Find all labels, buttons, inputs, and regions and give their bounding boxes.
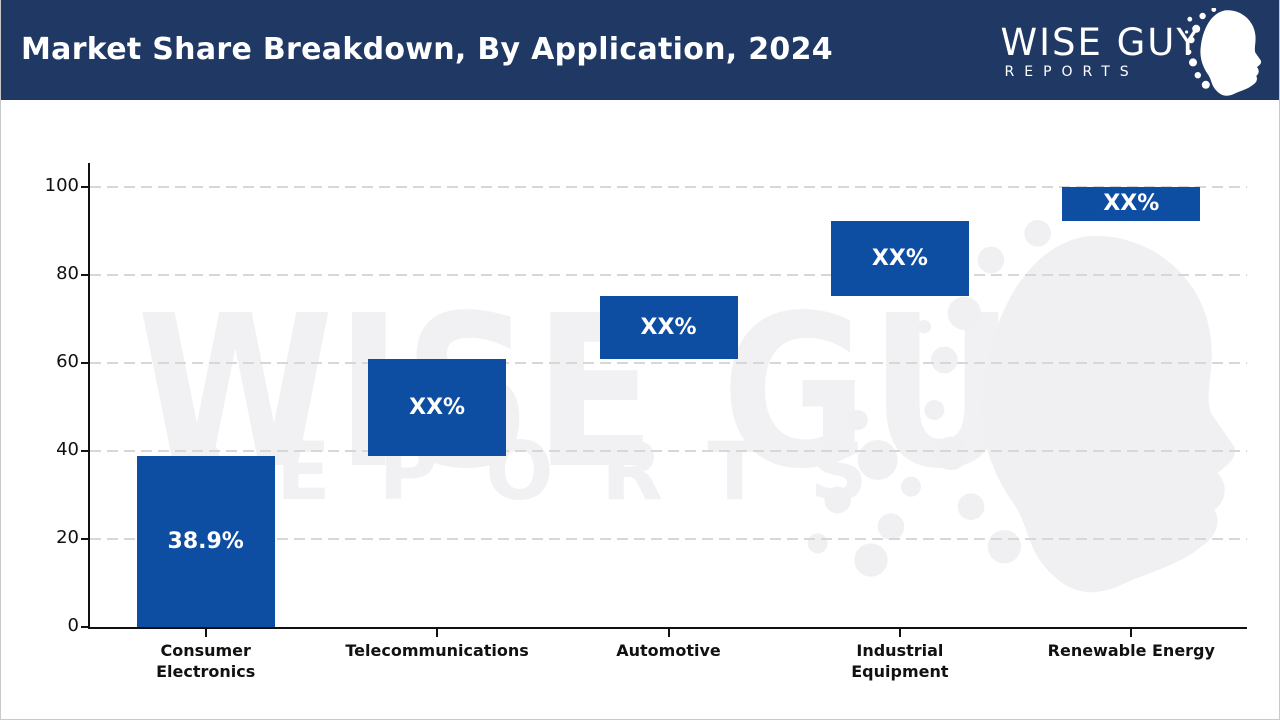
x-tick-mark [667, 629, 670, 637]
gridline [90, 450, 1247, 452]
y-tick-mark [81, 450, 88, 452]
y-tick-mark [81, 362, 88, 364]
x-category-label: Consumer Electronics [156, 641, 256, 681]
y-tick-mark [81, 626, 88, 628]
brand-subtitle: REPORTS [1004, 64, 1139, 81]
bar-value-label: XX% [640, 314, 697, 340]
y-tick-label: 0 [67, 615, 79, 636]
gridline [90, 362, 1247, 364]
bar-value-label: XX% [871, 245, 928, 271]
gridline [90, 538, 1247, 540]
watermark-subtext: REPORTS [166, 425, 916, 518]
x-category-label: Automotive [616, 641, 721, 660]
x-category-label: Industrial Equipment [851, 641, 949, 681]
x-tick-mark [898, 629, 901, 637]
chart-area: WISE GUY REPORTS 38.9% XX% XX% XX% XX% 0 20 40… [1, 100, 1279, 719]
y-tick-label: 60 [56, 351, 79, 372]
y-tick-label: 20 [56, 527, 79, 548]
y-axis-line [88, 163, 90, 629]
y-tick-label: 40 [56, 439, 79, 460]
bar-automotive: XX% [599, 295, 738, 359]
x-category-label: Renewable Energy [1047, 641, 1215, 660]
y-tick-label: 100 [44, 175, 79, 196]
y-tick-mark [81, 538, 88, 540]
watermark-head-icon [807, 220, 1235, 593]
bar-consumer-electronics: 38.9% [136, 455, 275, 627]
gridline [90, 274, 1247, 276]
header: Market Share Breakdown, By Application, … [1, 0, 1279, 100]
y-tick-label: 80 [56, 263, 79, 284]
x-tick-mark [436, 629, 439, 637]
chart-title: Market Share Breakdown, By Application, … [21, 32, 833, 67]
brand-name: WISE GUY [1000, 20, 1201, 64]
brand-head-icon [1185, 8, 1262, 96]
x-category-label: Telecommunications [345, 641, 529, 660]
y-tick-mark [81, 274, 88, 276]
plot-area: 38.9% XX% XX% XX% XX% [90, 165, 1247, 627]
bar-value-label: XX% [1103, 191, 1160, 217]
x-tick-mark [1130, 629, 1133, 637]
bar-value-label: XX% [409, 394, 466, 420]
y-tick-mark [81, 186, 88, 188]
x-tick-mark [204, 629, 207, 637]
gridline [90, 186, 1247, 188]
bar-industrial-equipment: XX% [830, 220, 969, 296]
bar-renewable-energy: XX% [1062, 187, 1201, 221]
x-axis-line [88, 627, 1247, 629]
bar-telecommunications: XX% [368, 358, 507, 456]
bar-value-label: 38.9% [167, 528, 244, 554]
brand-logo: WISE GUY REPORTS [1001, 8, 1265, 96]
